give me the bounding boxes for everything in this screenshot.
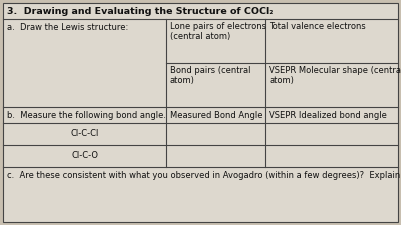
Text: VSEPR Molecular shape (central
atom): VSEPR Molecular shape (central atom) <box>269 66 401 86</box>
Text: Cl-C-Cl: Cl-C-Cl <box>70 130 99 139</box>
Text: a.  Draw the Lewis structure:: a. Draw the Lewis structure: <box>7 23 128 32</box>
Text: Measured Bond Angle: Measured Bond Angle <box>170 110 263 119</box>
Text: Total valence electrons: Total valence electrons <box>269 22 366 31</box>
Text: 3.  Drawing and Evaluating the Structure of COCl₂: 3. Drawing and Evaluating the Structure … <box>7 7 273 16</box>
Text: Lone pairs of electrons
(central atom): Lone pairs of electrons (central atom) <box>170 22 266 41</box>
Text: Bond pairs (central
atom): Bond pairs (central atom) <box>170 66 251 86</box>
Text: VSEPR Idealized bond angle: VSEPR Idealized bond angle <box>269 110 387 119</box>
Text: b.  Measure the following bond angle.: b. Measure the following bond angle. <box>7 110 166 119</box>
Text: c.  Are these consistent with what you observed in Avogadro (within a few degree: c. Are these consistent with what you ob… <box>7 171 401 180</box>
Text: Cl-C-O: Cl-C-O <box>71 151 98 160</box>
